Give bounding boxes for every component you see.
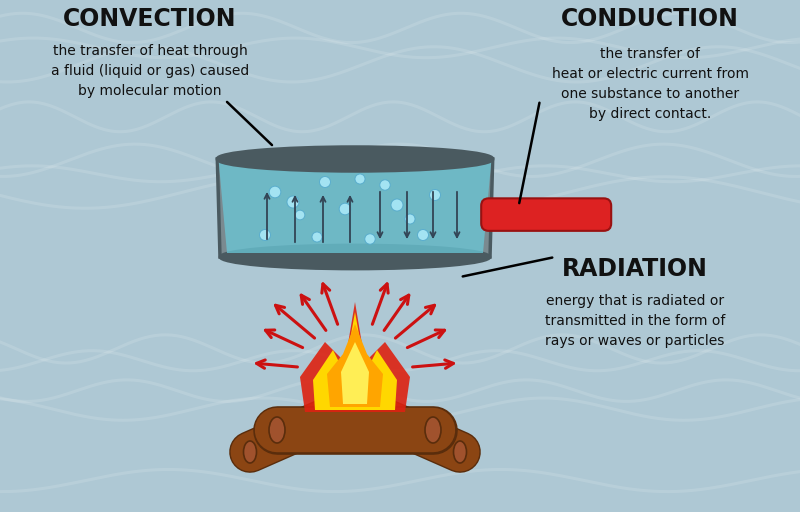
Circle shape <box>430 189 441 201</box>
Polygon shape <box>218 159 493 257</box>
Circle shape <box>380 180 390 190</box>
Text: CONDUCTION: CONDUCTION <box>561 7 739 31</box>
Circle shape <box>287 196 299 208</box>
Ellipse shape <box>454 441 466 463</box>
Circle shape <box>319 177 330 187</box>
Text: RADIATION: RADIATION <box>562 257 708 281</box>
Circle shape <box>295 210 305 220</box>
Ellipse shape <box>425 417 441 443</box>
Circle shape <box>418 229 429 241</box>
Circle shape <box>405 214 415 224</box>
Circle shape <box>269 186 281 198</box>
Circle shape <box>339 203 350 215</box>
Ellipse shape <box>218 147 493 171</box>
Circle shape <box>259 229 270 241</box>
Ellipse shape <box>269 417 285 443</box>
Circle shape <box>391 199 403 211</box>
Polygon shape <box>300 302 410 412</box>
Text: CONVECTION: CONVECTION <box>63 7 237 31</box>
Polygon shape <box>218 161 491 253</box>
Circle shape <box>355 174 365 184</box>
Circle shape <box>312 232 322 242</box>
Text: energy that is radiated or
transmitted in the form of
rays or waves or particles: energy that is radiated or transmitted i… <box>545 294 725 348</box>
Circle shape <box>365 234 375 244</box>
Text: the transfer of heat through
a fluid (liquid or gas) caused
by molecular motion: the transfer of heat through a fluid (li… <box>51 44 249 98</box>
Text: the transfer of
heat or electric current from
one substance to another
by direct: the transfer of heat or electric current… <box>551 47 749 121</box>
Ellipse shape <box>220 245 490 269</box>
Polygon shape <box>341 342 369 404</box>
Polygon shape <box>327 324 383 407</box>
FancyBboxPatch shape <box>481 198 611 231</box>
Ellipse shape <box>243 441 257 463</box>
Polygon shape <box>313 312 397 410</box>
